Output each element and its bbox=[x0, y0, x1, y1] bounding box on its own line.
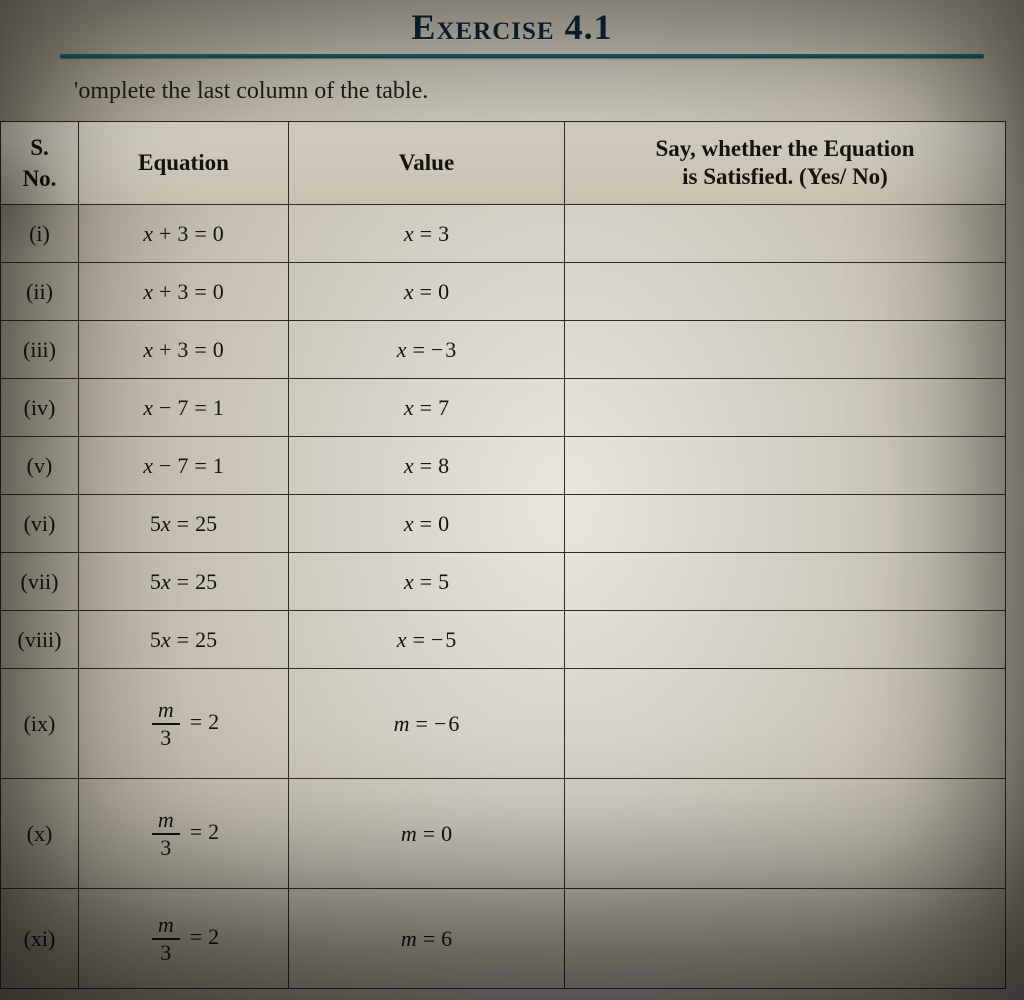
cell-satisfied bbox=[565, 263, 1006, 321]
table-row: (iii)x+3=0x=−3 bbox=[1, 321, 1006, 379]
col-header-satisfied: Say, whether the Equation is Satisfied. … bbox=[565, 122, 1006, 205]
cell-satisfied bbox=[565, 437, 1006, 495]
table-row: (vii)5x=25x=5 bbox=[1, 553, 1006, 611]
cell-equation: 5x=25 bbox=[79, 553, 289, 611]
cell-satisfied bbox=[565, 553, 1006, 611]
cell-equation: x+3=0 bbox=[79, 263, 289, 321]
cell-value: x=−5 bbox=[289, 611, 565, 669]
cell-sno: (vi) bbox=[1, 495, 79, 553]
cell-sno: (x) bbox=[1, 779, 79, 889]
equation-table: S.No. Equation Value Say, whether the Eq… bbox=[0, 121, 1006, 989]
col-header-sno-text: S.No. bbox=[23, 135, 57, 191]
col-header-value-text: Value bbox=[399, 150, 454, 175]
cell-value: x=0 bbox=[289, 263, 565, 321]
cell-satisfied bbox=[565, 779, 1006, 889]
cell-equation: x+3=0 bbox=[79, 321, 289, 379]
table-row: (ix)m3=2m=−6 bbox=[1, 669, 1006, 779]
cell-sno: (xi) bbox=[1, 889, 79, 989]
cell-equation: 5x=25 bbox=[79, 611, 289, 669]
cell-equation: x−7=1 bbox=[79, 379, 289, 437]
cell-satisfied bbox=[565, 669, 1006, 779]
cell-satisfied bbox=[565, 321, 1006, 379]
cell-equation: x−7=1 bbox=[79, 437, 289, 495]
table-row: (xi)m3=2m=6 bbox=[1, 889, 1006, 989]
col-header-satisfied-line2: is Satisfied. (Yes/ No) bbox=[571, 164, 999, 190]
instruction-text: 'omplete the last column of the table. bbox=[74, 78, 1024, 105]
table-row: (x)m3=2m=0 bbox=[1, 779, 1006, 889]
cell-value: x=3 bbox=[289, 205, 565, 263]
title-rule bbox=[60, 54, 984, 58]
cell-value: x=8 bbox=[289, 437, 565, 495]
cell-satisfied bbox=[565, 611, 1006, 669]
cell-value: m=0 bbox=[289, 779, 565, 889]
table-row: (i)x+3=0x=3 bbox=[1, 205, 1006, 263]
cell-value: x=0 bbox=[289, 495, 565, 553]
cell-sno: (ii) bbox=[1, 263, 79, 321]
table-row: (viii)5x=25x=−5 bbox=[1, 611, 1006, 669]
cell-satisfied bbox=[565, 889, 1006, 989]
cell-equation: 5x=25 bbox=[79, 495, 289, 553]
cell-satisfied bbox=[565, 205, 1006, 263]
cell-value: x=7 bbox=[289, 379, 565, 437]
cell-value: x=−3 bbox=[289, 321, 565, 379]
cell-equation: m3=2 bbox=[79, 669, 289, 779]
cell-satisfied bbox=[565, 495, 1006, 553]
cell-equation: m3=2 bbox=[79, 889, 289, 989]
table-wrap: S.No. Equation Value Say, whether the Eq… bbox=[0, 121, 1024, 989]
table-body: (i)x+3=0x=3(ii)x+3=0x=0(iii)x+3=0x=−3(iv… bbox=[1, 205, 1006, 989]
cell-sno: (iii) bbox=[1, 321, 79, 379]
cell-sno: (v) bbox=[1, 437, 79, 495]
cell-sno: (viii) bbox=[1, 611, 79, 669]
cell-value: x=5 bbox=[289, 553, 565, 611]
table-row: (vi)5x=25x=0 bbox=[1, 495, 1006, 553]
col-header-sno: S.No. bbox=[1, 122, 79, 205]
cell-satisfied bbox=[565, 379, 1006, 437]
cell-value: m=−6 bbox=[289, 669, 565, 779]
cell-equation: m3=2 bbox=[79, 779, 289, 889]
cell-sno: (vii) bbox=[1, 553, 79, 611]
cell-equation: x+3=0 bbox=[79, 205, 289, 263]
table-row: (ii)x+3=0x=0 bbox=[1, 263, 1006, 321]
cell-sno: (ix) bbox=[1, 669, 79, 779]
table-row: (v)x−7=1x=8 bbox=[1, 437, 1006, 495]
page: Exercise 4.1 'omplete the last column of… bbox=[0, 0, 1024, 1000]
cell-value: m=6 bbox=[289, 889, 565, 989]
cell-sno: (i) bbox=[1, 205, 79, 263]
exercise-title: Exercise 4.1 bbox=[0, 0, 1024, 52]
cell-sno: (iv) bbox=[1, 379, 79, 437]
col-header-equation: Equation bbox=[79, 122, 289, 205]
table-row: (iv)x−7=1x=7 bbox=[1, 379, 1006, 437]
col-header-value: Value bbox=[289, 122, 565, 205]
col-header-equation-text: Equation bbox=[138, 150, 229, 175]
table-header-row: S.No. Equation Value Say, whether the Eq… bbox=[1, 122, 1006, 205]
col-header-satisfied-line1: Say, whether the Equation bbox=[571, 136, 999, 162]
